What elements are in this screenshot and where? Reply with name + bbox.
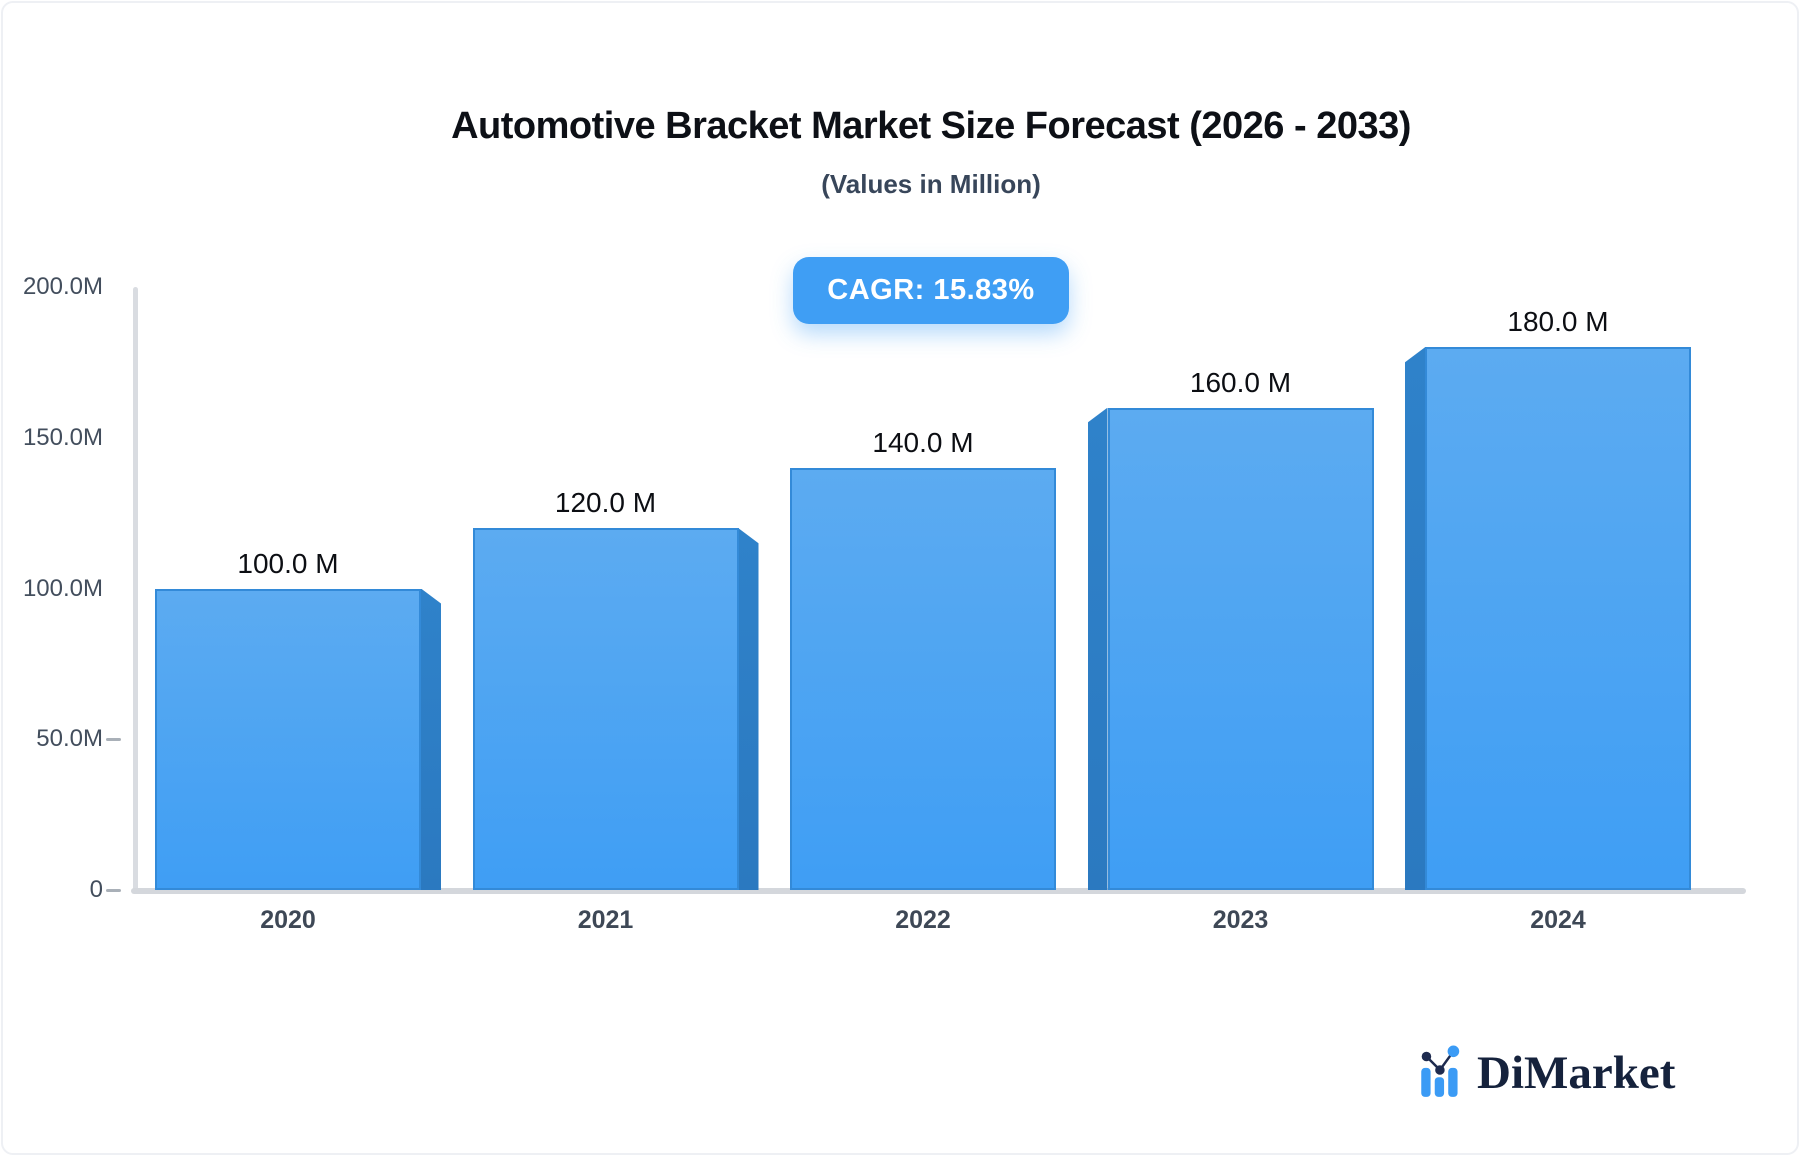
y-axis-tick-label: 100.0M xyxy=(22,574,103,602)
y-axis-tick-mark xyxy=(106,889,121,892)
bar-3d-side-2020 xyxy=(421,588,441,890)
x-axis-baseline xyxy=(131,888,1746,894)
brand-logo-text: DiMarket xyxy=(1477,1047,1676,1099)
bar-2023 xyxy=(1107,407,1374,890)
y-axis-tick-mark xyxy=(106,738,121,742)
x-axis-label-2024: 2024 xyxy=(1530,906,1586,934)
chart-subtitle: (Values in Million) xyxy=(821,169,1041,199)
bar-2022 xyxy=(790,467,1056,890)
bar-value-label: 180.0 M xyxy=(1507,306,1609,338)
cagr-badge-row: CAGR: 15.83% xyxy=(59,257,1800,324)
mini-bar-chart-icon xyxy=(1421,1045,1460,1097)
bar-value-label: 140.0 M xyxy=(872,426,974,458)
bar-2021 xyxy=(472,528,739,890)
x-axis-label-2022: 2022 xyxy=(895,906,951,934)
bar-2024 xyxy=(1425,347,1691,890)
x-axis-label-2021: 2021 xyxy=(577,906,634,934)
bar-3d-side-2024 xyxy=(1405,347,1425,890)
y-axis-tick-label: 150.0M xyxy=(22,423,103,451)
x-axis-label-2020: 2020 xyxy=(260,906,316,934)
y-axis-line xyxy=(133,287,138,893)
y-axis-tick-label: 0 xyxy=(89,876,103,903)
x-axis-label-2023: 2023 xyxy=(1212,906,1269,934)
bar-2020 xyxy=(155,588,421,890)
bar-3d-side-2023 xyxy=(1087,407,1108,890)
bar-value-label: 160.0 M xyxy=(1189,366,1292,398)
bar-value-label: 120.0 M xyxy=(554,487,657,519)
chart-title: Automotive Bracket Market Size Forecast … xyxy=(451,105,1411,147)
y-axis-tick-label: 50.0M xyxy=(36,725,103,753)
bar-3d-side-2021 xyxy=(738,528,759,890)
brand-logo: DiMarket xyxy=(1419,1043,1675,1099)
y-axis-tick-label: 200.0M xyxy=(22,273,103,300)
bar-value-label: 100.0 M xyxy=(237,547,339,579)
cagr-badge: CAGR: 15.83% xyxy=(793,257,1069,324)
